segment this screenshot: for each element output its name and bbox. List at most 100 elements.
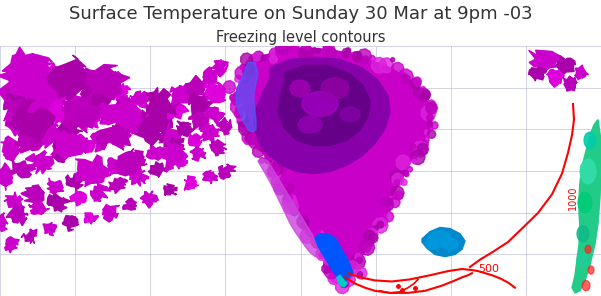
Polygon shape bbox=[21, 185, 44, 205]
Polygon shape bbox=[106, 158, 124, 174]
Polygon shape bbox=[164, 137, 185, 155]
Polygon shape bbox=[8, 77, 53, 115]
Polygon shape bbox=[394, 191, 403, 200]
Polygon shape bbox=[92, 103, 117, 125]
Polygon shape bbox=[43, 223, 57, 236]
Polygon shape bbox=[0, 47, 38, 110]
Polygon shape bbox=[278, 66, 370, 146]
Polygon shape bbox=[243, 64, 254, 76]
Polygon shape bbox=[375, 206, 387, 219]
Polygon shape bbox=[351, 254, 365, 269]
Polygon shape bbox=[189, 134, 202, 147]
Polygon shape bbox=[269, 162, 278, 172]
Polygon shape bbox=[148, 162, 167, 177]
Polygon shape bbox=[428, 103, 436, 112]
Text: Surface Temperature on Sunday 30 Mar at 9pm -03: Surface Temperature on Sunday 30 Mar at … bbox=[69, 5, 532, 23]
Polygon shape bbox=[84, 163, 107, 182]
Polygon shape bbox=[342, 49, 351, 58]
Polygon shape bbox=[414, 87, 424, 98]
Polygon shape bbox=[272, 162, 284, 175]
Polygon shape bbox=[1, 136, 21, 161]
Polygon shape bbox=[147, 146, 164, 160]
Polygon shape bbox=[237, 86, 243, 93]
Polygon shape bbox=[224, 81, 236, 94]
Polygon shape bbox=[210, 140, 227, 156]
Polygon shape bbox=[205, 107, 225, 123]
Polygon shape bbox=[396, 155, 410, 170]
Polygon shape bbox=[418, 139, 429, 150]
Polygon shape bbox=[421, 90, 431, 99]
Polygon shape bbox=[270, 55, 278, 63]
Polygon shape bbox=[390, 197, 400, 208]
Polygon shape bbox=[358, 272, 363, 277]
Polygon shape bbox=[242, 114, 253, 126]
Polygon shape bbox=[335, 279, 349, 294]
Polygon shape bbox=[398, 69, 413, 85]
Polygon shape bbox=[426, 103, 433, 111]
Polygon shape bbox=[584, 132, 596, 148]
Polygon shape bbox=[387, 199, 392, 205]
Polygon shape bbox=[115, 150, 145, 176]
Polygon shape bbox=[8, 159, 36, 178]
Polygon shape bbox=[394, 73, 400, 79]
Polygon shape bbox=[14, 132, 45, 153]
Polygon shape bbox=[368, 233, 378, 243]
Polygon shape bbox=[425, 239, 439, 249]
Polygon shape bbox=[204, 82, 226, 103]
Polygon shape bbox=[370, 239, 374, 243]
Polygon shape bbox=[85, 65, 130, 102]
Polygon shape bbox=[346, 48, 350, 53]
Polygon shape bbox=[4, 192, 25, 213]
Polygon shape bbox=[290, 207, 299, 216]
Polygon shape bbox=[325, 257, 332, 265]
Polygon shape bbox=[528, 67, 546, 81]
Polygon shape bbox=[330, 271, 341, 283]
Polygon shape bbox=[364, 230, 374, 241]
Polygon shape bbox=[47, 178, 64, 194]
Polygon shape bbox=[428, 126, 433, 131]
Polygon shape bbox=[301, 214, 307, 220]
Polygon shape bbox=[421, 92, 429, 101]
Polygon shape bbox=[289, 46, 300, 57]
Polygon shape bbox=[585, 245, 591, 253]
Polygon shape bbox=[239, 119, 251, 132]
Polygon shape bbox=[297, 215, 309, 228]
Polygon shape bbox=[108, 83, 130, 101]
Polygon shape bbox=[321, 245, 325, 249]
Polygon shape bbox=[234, 110, 242, 118]
Polygon shape bbox=[391, 170, 403, 183]
Polygon shape bbox=[240, 53, 253, 66]
Polygon shape bbox=[282, 194, 297, 209]
Polygon shape bbox=[139, 100, 171, 120]
Polygon shape bbox=[319, 250, 326, 258]
Polygon shape bbox=[239, 121, 252, 136]
Text: 500: 500 bbox=[478, 264, 499, 274]
Polygon shape bbox=[22, 229, 37, 244]
Polygon shape bbox=[260, 157, 265, 163]
Polygon shape bbox=[356, 257, 362, 264]
Polygon shape bbox=[235, 75, 242, 82]
Polygon shape bbox=[236, 106, 242, 112]
Polygon shape bbox=[0, 213, 8, 232]
Polygon shape bbox=[362, 56, 369, 62]
Polygon shape bbox=[344, 268, 348, 273]
Polygon shape bbox=[272, 176, 282, 187]
Polygon shape bbox=[315, 234, 353, 284]
Polygon shape bbox=[91, 133, 109, 152]
Polygon shape bbox=[254, 51, 264, 62]
Polygon shape bbox=[302, 211, 307, 215]
Polygon shape bbox=[120, 106, 151, 131]
Polygon shape bbox=[52, 140, 78, 162]
Polygon shape bbox=[164, 104, 189, 119]
Polygon shape bbox=[134, 117, 166, 147]
Polygon shape bbox=[311, 235, 324, 248]
Polygon shape bbox=[25, 151, 54, 174]
Polygon shape bbox=[236, 62, 258, 132]
Polygon shape bbox=[147, 87, 179, 120]
Polygon shape bbox=[203, 67, 219, 87]
Polygon shape bbox=[72, 67, 99, 89]
Polygon shape bbox=[357, 257, 361, 261]
Polygon shape bbox=[412, 149, 419, 157]
Polygon shape bbox=[124, 149, 147, 170]
Polygon shape bbox=[547, 70, 564, 87]
